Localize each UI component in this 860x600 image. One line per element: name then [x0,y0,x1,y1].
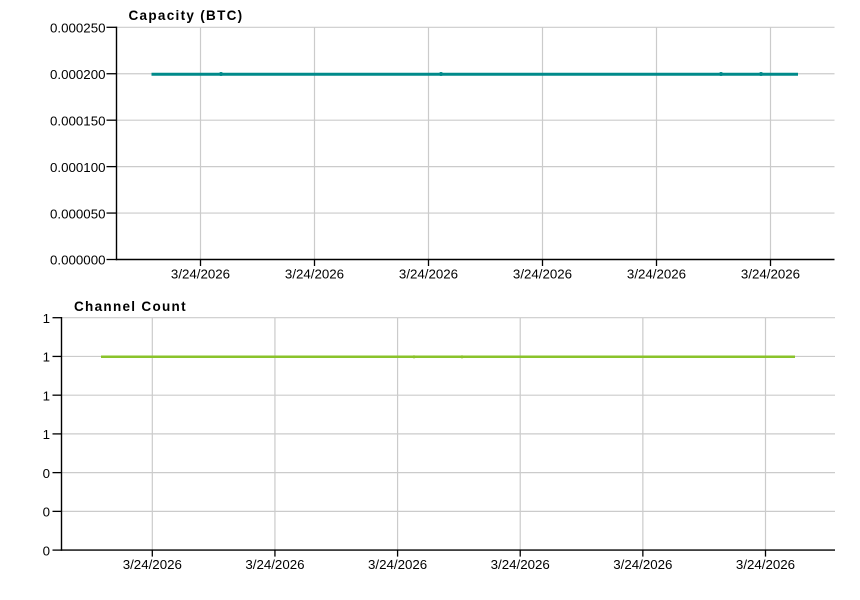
svg-text:0.000200: 0.000200 [50,67,105,82]
svg-text:3/24/2026: 3/24/2026 [741,266,800,281]
svg-text:3/24/2026: 3/24/2026 [123,557,182,572]
svg-text:Capacity (BTC): Capacity (BTC) [129,8,244,23]
svg-text:Channel Count: Channel Count [74,299,187,314]
svg-text:0: 0 [43,505,50,520]
svg-text:3/24/2026: 3/24/2026 [171,266,230,281]
svg-text:0: 0 [43,466,50,481]
svg-text:3/24/2026: 3/24/2026 [368,557,427,572]
svg-text:3/24/2026: 3/24/2026 [399,266,458,281]
svg-text:1: 1 [43,311,50,326]
svg-text:1: 1 [43,350,50,365]
svg-text:3/24/2026: 3/24/2026 [285,266,344,281]
svg-text:3/24/2026: 3/24/2026 [627,266,686,281]
svg-text:1: 1 [43,388,50,403]
svg-text:0.000150: 0.000150 [50,113,105,128]
svg-text:3/24/2026: 3/24/2026 [491,557,550,572]
svg-text:3/24/2026: 3/24/2026 [513,266,572,281]
svg-text:1: 1 [43,427,50,442]
svg-text:3/24/2026: 3/24/2026 [245,557,304,572]
svg-text:3/24/2026: 3/24/2026 [736,557,795,572]
svg-text:0.000250: 0.000250 [50,21,105,36]
svg-text:0: 0 [43,543,50,558]
svg-text:0.000100: 0.000100 [50,160,105,175]
svg-text:0.000050: 0.000050 [50,206,105,221]
svg-text:0.000000: 0.000000 [50,253,105,268]
svg-text:3/24/2026: 3/24/2026 [613,557,672,572]
